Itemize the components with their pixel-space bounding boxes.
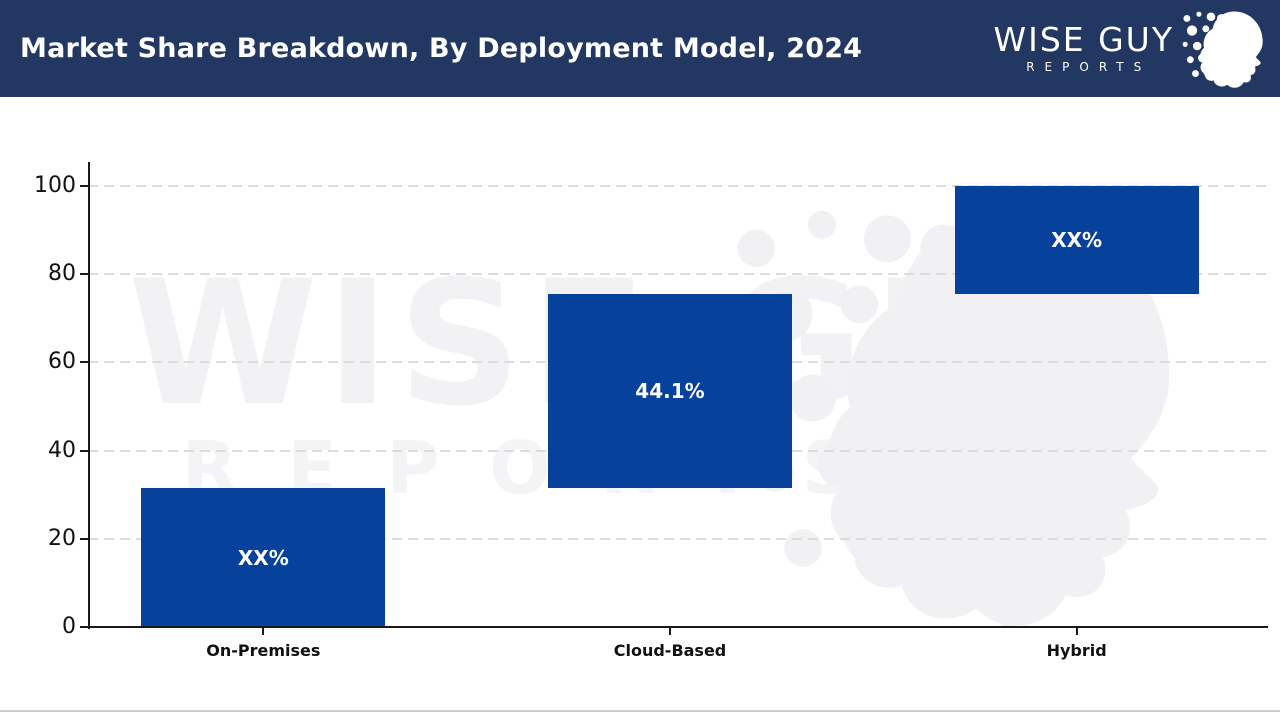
logo-text: WISE GUY REPORTS bbox=[993, 23, 1174, 74]
x-tick-label-2: Hybrid bbox=[1046, 641, 1107, 660]
gridline-80 bbox=[88, 273, 1268, 276]
bar-value-label: XX% bbox=[1051, 227, 1103, 252]
bar-value-label: XX% bbox=[237, 545, 289, 570]
y-tick-0 bbox=[80, 626, 88, 628]
bar-hybrid: XX% bbox=[954, 186, 1199, 294]
y-tick-20 bbox=[80, 537, 88, 540]
y-tick-80 bbox=[80, 273, 88, 276]
x-tick-2 bbox=[1075, 627, 1078, 635]
x-tick-label-0: On-Premises bbox=[206, 641, 321, 660]
x-tick-1 bbox=[669, 627, 671, 635]
gridline-100 bbox=[88, 185, 1268, 187]
logo-subtext: REPORTS bbox=[1026, 60, 1152, 74]
y-tick-100 bbox=[80, 185, 88, 187]
page-title: Market Share Breakdown, By Deployment Mo… bbox=[20, 33, 863, 64]
y-tick-label-80: 80 bbox=[48, 261, 76, 287]
logo: WISE GUY REPORTS bbox=[993, 8, 1280, 90]
header: Market Share Breakdown, By Deployment Mo… bbox=[0, 0, 1280, 97]
y-tick-label-0: 0 bbox=[62, 614, 76, 639]
logo-wordmark: WISE GUY bbox=[993, 20, 1174, 59]
logo-face-icon bbox=[1182, 10, 1263, 88]
y-tick-label-60: 60 bbox=[48, 349, 76, 375]
bar-value-label: 44.1% bbox=[635, 378, 705, 403]
bar-on-premises: XX% bbox=[141, 488, 386, 627]
bottom-divider bbox=[0, 710, 1280, 712]
y-tick-40 bbox=[80, 449, 88, 452]
bar-cloud-based: 44.1% bbox=[548, 293, 792, 489]
x-axis-spine bbox=[88, 626, 1268, 628]
y-axis-spine bbox=[88, 162, 90, 629]
y-tick-60 bbox=[80, 361, 88, 364]
y-tick-label-100: 100 bbox=[34, 173, 76, 198]
x-tick-0 bbox=[262, 627, 265, 635]
x-tick-label-1: Cloud-Based bbox=[613, 641, 727, 660]
y-tick-label-40: 40 bbox=[48, 437, 76, 463]
gridline-20 bbox=[88, 537, 1268, 540]
y-tick-label-20: 20 bbox=[48, 525, 76, 551]
